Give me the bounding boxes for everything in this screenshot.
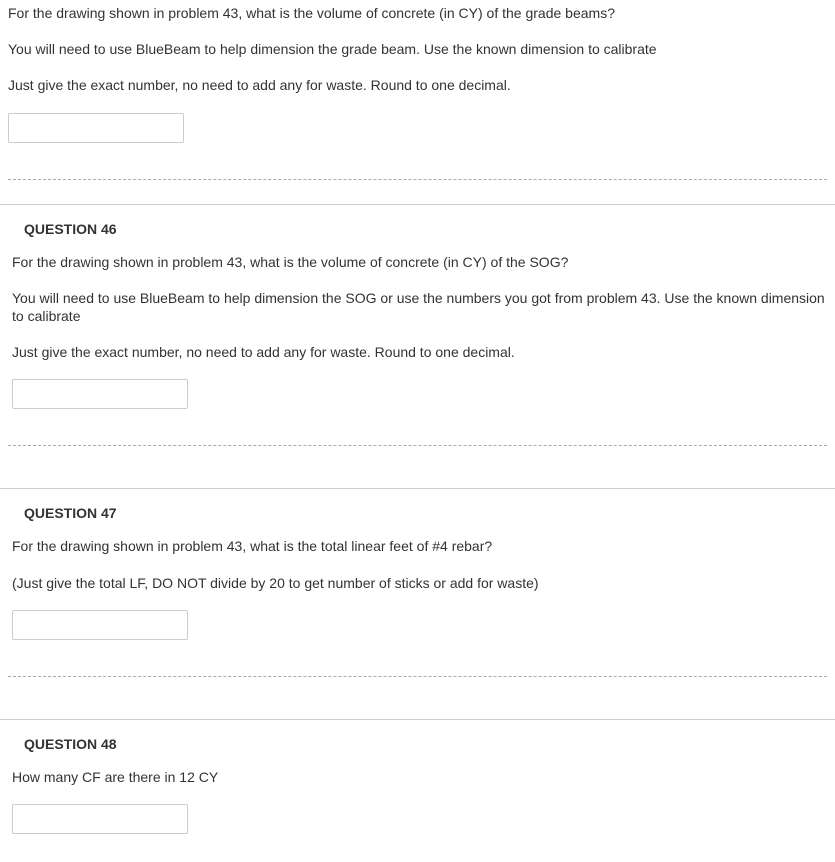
divider-dotted <box>8 179 827 180</box>
question-text: Just give the exact number, no need to a… <box>8 76 827 94</box>
question-header: QUESTION 46 <box>8 205 827 253</box>
question-text: You will need to use BlueBeam to help di… <box>12 289 827 325</box>
question-header: QUESTION 48 <box>8 720 827 768</box>
question-text: (Just give the total LF, DO NOT divide b… <box>12 574 827 592</box>
question-body: For the drawing shown in problem 43, wha… <box>8 537 827 649</box>
question-45-body: For the drawing shown in problem 43, wha… <box>0 0 835 180</box>
question-text: For the drawing shown in problem 43, wha… <box>12 253 827 271</box>
question-body: For the drawing shown in problem 43, wha… <box>8 253 827 420</box>
question-text: How many CF are there in 12 CY <box>12 768 827 786</box>
answer-input[interactable] <box>12 804 188 834</box>
question-text: You will need to use BlueBeam to help di… <box>8 40 827 58</box>
divider-dotted <box>8 445 827 446</box>
answer-input[interactable] <box>12 379 188 409</box>
answer-input[interactable] <box>12 610 188 640</box>
question-47-block: QUESTION 47 For the drawing shown in pro… <box>0 489 835 694</box>
answer-input[interactable] <box>8 113 184 143</box>
question-body: How many CF are there in 12 CY <box>8 768 827 844</box>
question-text: For the drawing shown in problem 43, wha… <box>12 537 827 555</box>
question-48-block: QUESTION 48 How many CF are there in 12 … <box>0 720 835 862</box>
question-46-block: QUESTION 46 For the drawing shown in pro… <box>0 205 835 465</box>
divider-dotted <box>8 676 827 677</box>
question-text: For the drawing shown in problem 43, wha… <box>8 4 827 22</box>
question-header: QUESTION 47 <box>8 489 827 537</box>
question-text: Just give the exact number, no need to a… <box>12 343 827 361</box>
